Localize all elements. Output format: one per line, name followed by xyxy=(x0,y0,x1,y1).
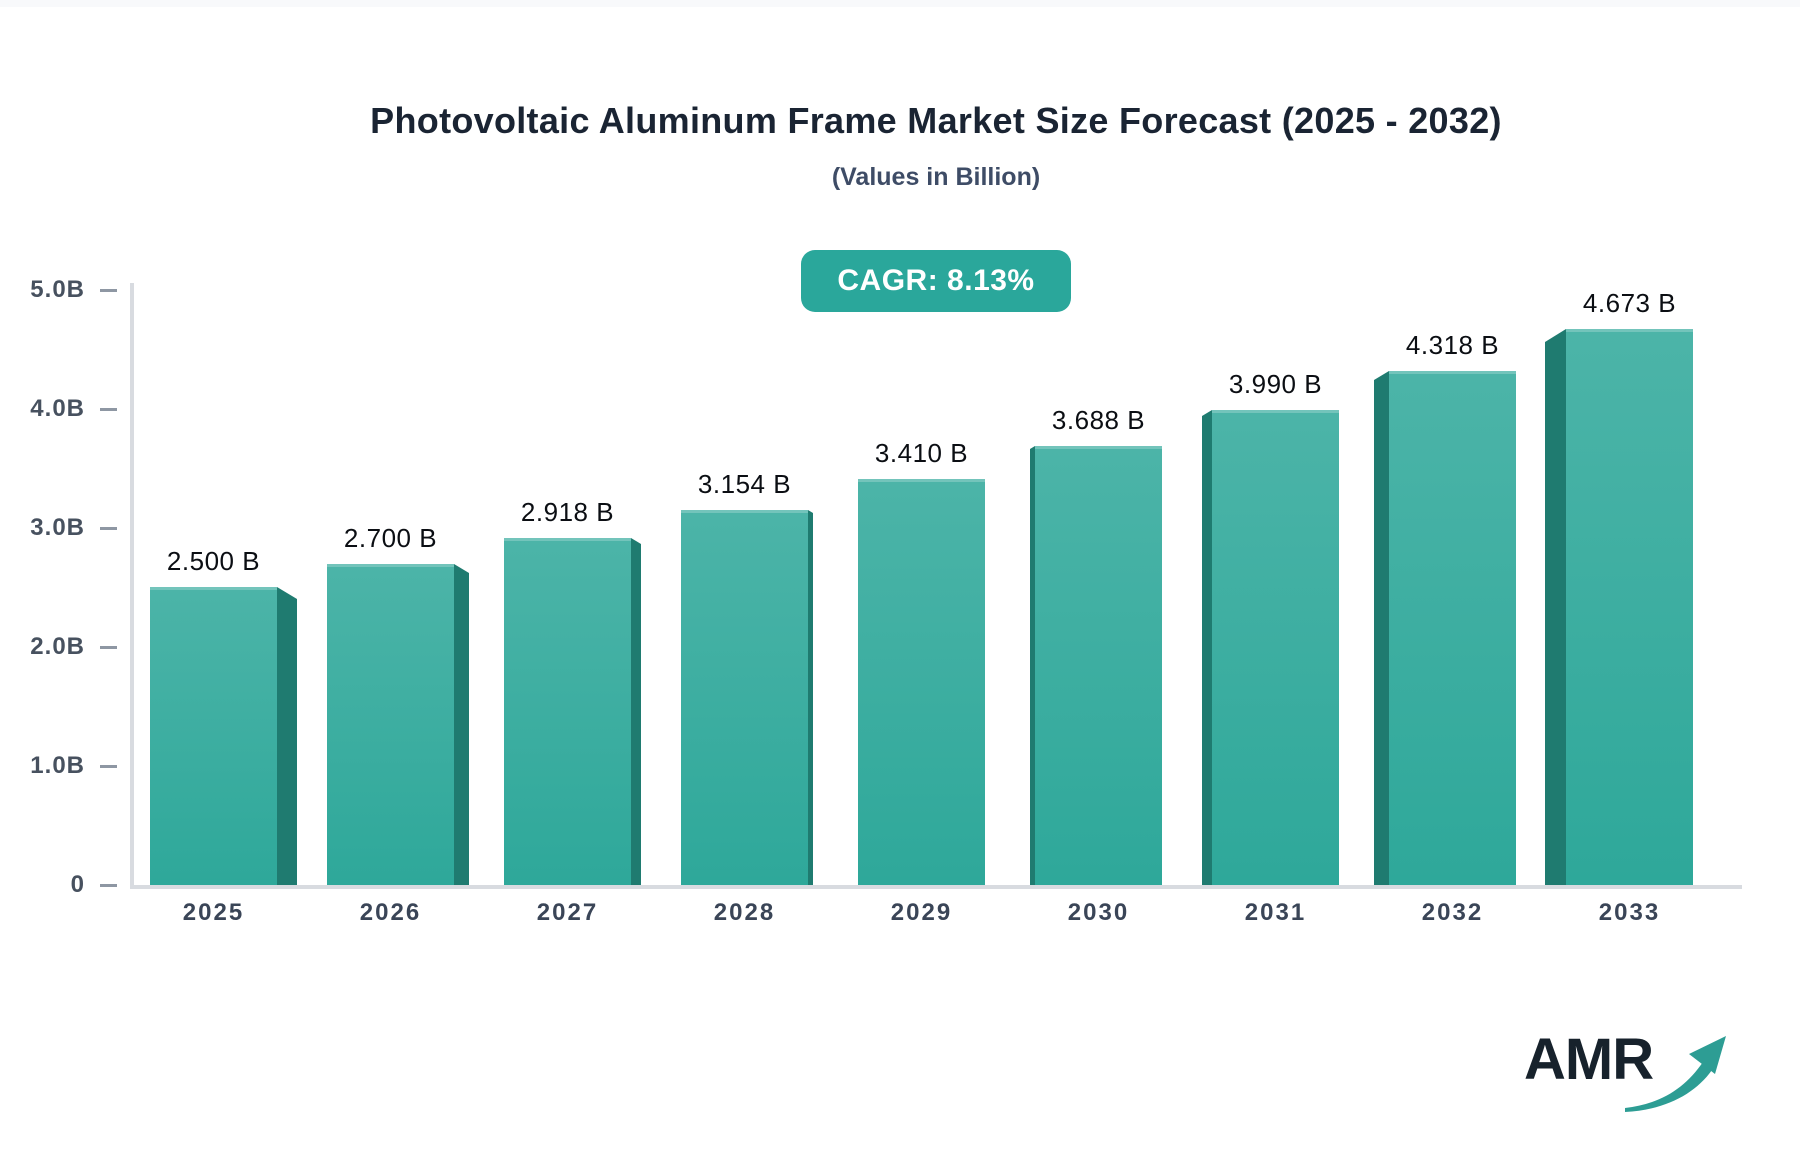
y-tick-dash xyxy=(100,645,117,649)
bar-value-label-2032: 4.318 B xyxy=(1405,330,1500,360)
x-tick-label-2026: 2026 xyxy=(359,899,422,926)
bar-2032 xyxy=(1389,371,1516,885)
x-tick-label-2027: 2027 xyxy=(536,899,599,926)
growth-arrow-icon xyxy=(1625,1036,1727,1112)
amr-logo-text: AMR xyxy=(1524,1027,1654,1092)
bar-side-face-2025 xyxy=(277,587,297,885)
bar-2030 xyxy=(1035,446,1162,885)
bar-side-face-2032 xyxy=(1374,371,1389,885)
bar-side-face-2026 xyxy=(454,564,469,885)
bar-value-label-2025: 2.500 B xyxy=(166,546,261,576)
bar-side-face-2027 xyxy=(631,538,641,885)
y-tick-dash xyxy=(100,407,117,411)
bar-2033 xyxy=(1566,329,1693,885)
bar-side-face-2030 xyxy=(1030,446,1035,885)
chart-title: Photovoltaic Aluminum Frame Market Size … xyxy=(370,100,1502,141)
amr-logo: AMR xyxy=(1524,1030,1727,1116)
y-tick-dash xyxy=(100,764,117,768)
bar-value-label-2026: 2.700 B xyxy=(343,523,438,553)
bar-2029 xyxy=(858,479,985,885)
x-tick-label-2028: 2028 xyxy=(713,899,776,926)
bar-2031 xyxy=(1212,410,1339,885)
y-tick-dash xyxy=(100,883,117,887)
y-tick-label: 1.0B xyxy=(30,752,85,779)
bar-value-label-2033: 4.673 B xyxy=(1582,288,1677,318)
y-tick-label: 3.0B xyxy=(30,514,85,541)
bar-value-label-2027: 2.918 B xyxy=(520,497,615,527)
plot-area: 5.0B 4.0B 3.0B 2.0B 1.0B 0 2.500 B 2025 2.700 B 2… xyxy=(30,278,1742,926)
bar-2027 xyxy=(504,538,631,885)
bar-side-face-2031 xyxy=(1202,410,1212,885)
bar-value-label-2028: 3.154 B xyxy=(697,469,792,499)
y-tick-label: 5.0B xyxy=(30,276,85,303)
bar-side-face-2028 xyxy=(808,510,813,885)
chart-subtitle: (Values in Billion) xyxy=(831,163,1041,191)
x-tick-label-2025: 2025 xyxy=(182,899,245,926)
y-tick-dash xyxy=(100,526,117,530)
y-tick-dash xyxy=(100,288,117,292)
bar-side-face-2033 xyxy=(1545,329,1566,885)
x-tick-label-2030: 2030 xyxy=(1067,899,1130,926)
y-tick-label: 4.0B xyxy=(30,395,85,422)
bar-value-label-2031: 3.990 B xyxy=(1228,369,1323,399)
bar-value-label-2030: 3.688 B xyxy=(1051,405,1146,435)
y-tick-label: 2.0B xyxy=(30,633,85,660)
bar-2028 xyxy=(681,510,808,885)
bar-2026 xyxy=(327,564,454,885)
y-tick-label: 0 xyxy=(70,871,85,898)
y-axis-line xyxy=(130,283,134,889)
x-tick-label-2031: 2031 xyxy=(1244,899,1307,926)
page-top-strip xyxy=(0,0,1800,7)
bar-value-label-2029: 3.410 B xyxy=(874,438,969,468)
x-tick-label-2033: 2033 xyxy=(1598,899,1661,926)
bar-2025 xyxy=(150,587,277,885)
x-axis-line xyxy=(130,885,1742,889)
cagr-badge: CAGR: 8.13% xyxy=(801,250,1071,312)
x-tick-label-2032: 2032 xyxy=(1421,899,1484,926)
x-tick-label-2029: 2029 xyxy=(890,899,953,926)
